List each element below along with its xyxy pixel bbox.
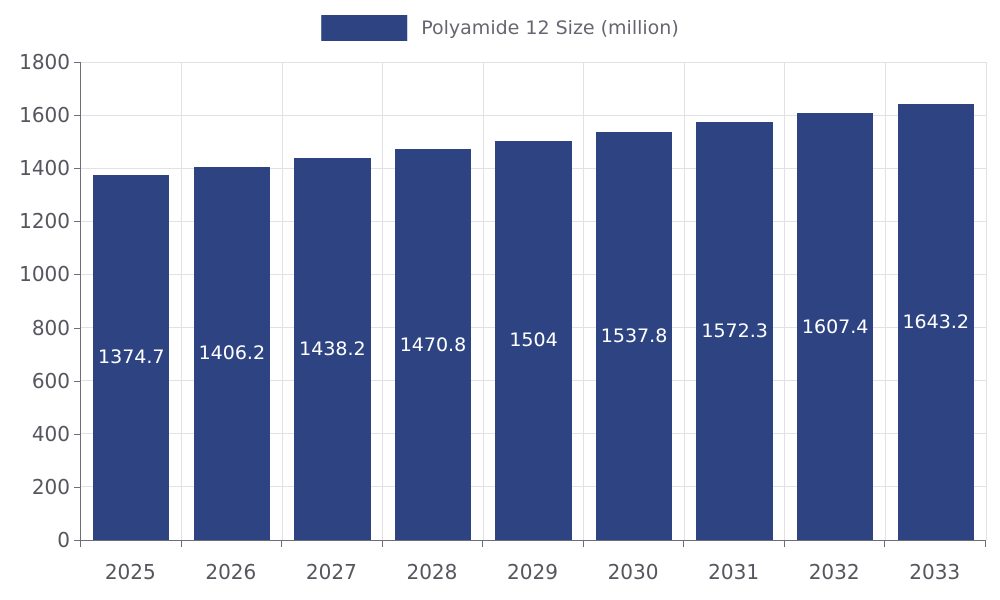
gridline-v [884, 62, 886, 540]
y-tick-label: 1800 [19, 50, 70, 74]
gridline-v [784, 62, 786, 540]
x-tick-label: 2028 [406, 560, 458, 584]
x-tick-label: 2026 [205, 560, 257, 584]
gridline-v [583, 62, 585, 540]
bar-value-label: 1504 [509, 329, 558, 352]
x-axis-tick [985, 541, 986, 547]
gridline-h [81, 61, 986, 63]
y-axis-tick [74, 274, 80, 276]
y-tick-label: 200 [31, 474, 70, 499]
x-tick-label: 2025 [104, 560, 156, 584]
x-axis-tick [281, 541, 283, 547]
x-axis-tick [482, 541, 484, 547]
bar-value-label: 1406.2 [198, 342, 266, 365]
x-tick-label: 2031 [708, 560, 760, 584]
bar-value-label: 1374.7 [98, 346, 165, 369]
y-axis-tick [74, 380, 80, 382]
y-axis-tick [74, 433, 80, 435]
y-axis-tick [74, 540, 80, 541]
bar-value-label: 1438.2 [299, 338, 366, 361]
legend-label: Polyamide 12 Size (million) [421, 17, 679, 39]
x-axis-tick [884, 541, 886, 547]
bar-value-label: 1643.2 [902, 310, 969, 333]
bar [294, 158, 371, 540]
x-tick-label: 2032 [808, 560, 860, 584]
y-axis-tick [74, 486, 80, 488]
bar-value-label: 1572.3 [701, 320, 768, 343]
bar [796, 113, 874, 540]
bar [696, 122, 773, 540]
x-axis-tick [783, 541, 785, 547]
gridline-h [81, 114, 986, 116]
x-tick-label: 2029 [507, 560, 558, 584]
bar [495, 140, 572, 540]
plot-area: 1374.7 1406.2 1438.2 1470.8 1504 1537.8 1572.3… [80, 61, 987, 541]
bar [595, 131, 673, 540]
y-tick-label: 400 [31, 421, 70, 446]
gridline-v [181, 62, 183, 540]
x-axis-tick [582, 541, 584, 547]
bar [93, 174, 170, 540]
y-axis-tick [74, 168, 80, 170]
gridline-v [482, 62, 484, 540]
x-axis-tick [381, 541, 383, 547]
gridline-v [281, 62, 283, 540]
y-tick-label: 1200 [19, 209, 70, 234]
x-tick-label: 2027 [305, 560, 357, 584]
bar-value-label: 1607.4 [801, 315, 869, 338]
gridline-v [382, 62, 384, 540]
y-tick-label: 1000 [19, 262, 70, 287]
x-tick-label: 2030 [607, 560, 659, 584]
y-tick-label: 1600 [19, 103, 70, 128]
bar-value-label: 1470.8 [399, 333, 467, 356]
bar [897, 103, 974, 540]
y-axis-tick [74, 221, 80, 223]
y-axis-tick [74, 327, 80, 329]
y-tick-label: 0 [57, 528, 70, 552]
x-axis-tick [80, 541, 81, 547]
bar [394, 149, 472, 540]
gridline-v [985, 62, 987, 540]
x-axis-tick [683, 541, 685, 547]
y-axis-tick [74, 62, 80, 63]
legend-item[interactable]: Polyamide 12 Size (million) [321, 15, 679, 41]
y-tick-label: 800 [31, 315, 70, 340]
y-tick-label: 1400 [19, 156, 70, 181]
bar [193, 166, 271, 540]
gridline-v [683, 62, 685, 540]
y-axis-tick [74, 115, 80, 117]
x-axis-tick [180, 541, 182, 547]
bar-value-label: 1537.8 [600, 324, 668, 347]
y-tick-label: 600 [31, 368, 70, 393]
legend-swatch [321, 15, 408, 41]
x-tick-label: 2033 [909, 560, 961, 584]
